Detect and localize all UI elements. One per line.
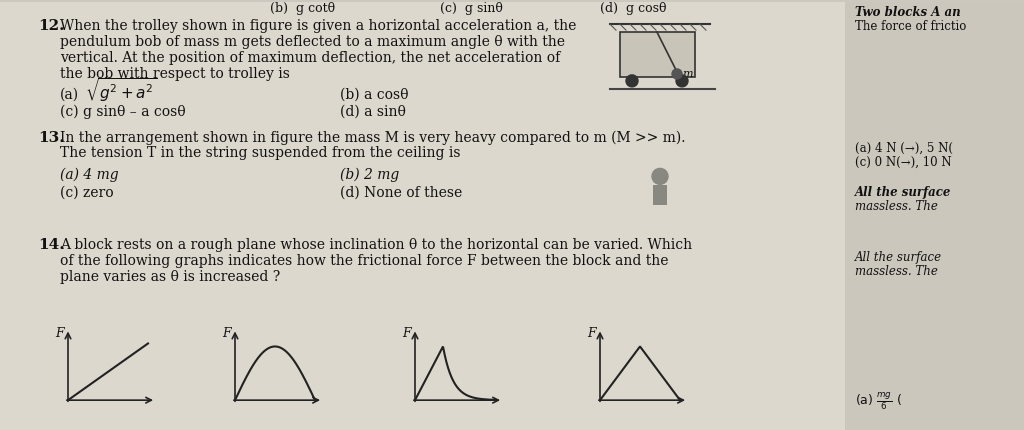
Text: the bob with respect to trolley is: the bob with respect to trolley is	[60, 67, 290, 81]
Text: of the following graphs indicates how the frictional force F between the block a: of the following graphs indicates how th…	[60, 254, 669, 268]
Text: In the arrangement shown in figure the mass M is very heavy compared to m (M >> : In the arrangement shown in figure the m…	[60, 130, 685, 144]
Text: (a) $\frac{mg}{6}$ (: (a) $\frac{mg}{6}$ (	[855, 390, 902, 412]
Text: All the surface: All the surface	[855, 186, 951, 199]
Text: (c) g sinθ – a cosθ: (c) g sinθ – a cosθ	[60, 104, 185, 119]
Circle shape	[676, 75, 688, 87]
Bar	[653, 185, 667, 205]
Text: A block rests on a rough plane whose inclination θ to the horizontal can be vari: A block rests on a rough plane whose inc…	[60, 238, 692, 252]
Text: (d) a sinθ: (d) a sinθ	[340, 104, 406, 119]
Text: (a) 4 mg: (a) 4 mg	[60, 168, 119, 182]
Text: The force of frictio: The force of frictio	[855, 20, 967, 33]
Circle shape	[626, 75, 638, 87]
Text: The tension T in the string suspended from the ceiling is: The tension T in the string suspended fr…	[60, 147, 461, 160]
Circle shape	[672, 69, 682, 79]
Text: $\sqrt{g^2 + a^2}$: $\sqrt{g^2 + a^2}$	[85, 76, 157, 104]
Bar	[845, 2, 1024, 430]
Text: (d) None of these: (d) None of these	[340, 185, 462, 199]
Text: (a) 4 N (→), 5 N(: (a) 4 N (→), 5 N(	[855, 141, 953, 154]
Text: When the trolley shown in figure is given a horizontal acceleration a, the: When the trolley shown in figure is give…	[60, 19, 577, 33]
Text: All the surface: All the surface	[855, 251, 942, 264]
Text: F: F	[222, 326, 230, 340]
Text: F: F	[55, 326, 63, 340]
Text: 13.: 13.	[38, 131, 65, 144]
Text: massless. The: massless. The	[855, 200, 938, 213]
Text: (a): (a)	[60, 88, 79, 102]
Text: (b) 2 mg: (b) 2 mg	[340, 168, 399, 182]
Text: (c) 0 N(→), 10 N: (c) 0 N(→), 10 N	[855, 155, 951, 169]
Text: (b)  g cotθ: (b) g cotθ	[270, 2, 335, 15]
Text: vertical. At the position of maximum deflection, the net acceleration of: vertical. At the position of maximum def…	[60, 51, 560, 65]
Text: 12.: 12.	[38, 19, 65, 33]
Text: 14.: 14.	[38, 238, 65, 252]
Circle shape	[652, 169, 668, 184]
Text: Two blocks A an: Two blocks A an	[855, 6, 961, 19]
Text: F: F	[402, 326, 411, 340]
Text: massless. The: massless. The	[855, 265, 938, 278]
Bar	[620, 32, 695, 77]
Text: (c)  g sinθ: (c) g sinθ	[440, 2, 503, 15]
Text: F: F	[587, 326, 596, 340]
Text: (d)  g cosθ: (d) g cosθ	[600, 2, 667, 15]
Text: plane varies as θ is increased ?: plane varies as θ is increased ?	[60, 270, 281, 284]
Text: (b) a cosθ: (b) a cosθ	[340, 88, 409, 102]
Text: pendulum bob of mass m gets deflected to a maximum angle θ with the: pendulum bob of mass m gets deflected to…	[60, 35, 565, 49]
Text: (c) zero: (c) zero	[60, 185, 114, 199]
Text: m: m	[682, 69, 692, 79]
